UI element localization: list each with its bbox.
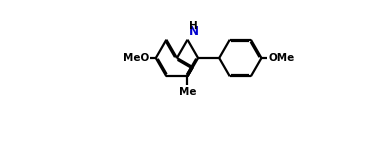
Text: MeO: MeO	[123, 53, 149, 63]
Text: OMe: OMe	[268, 53, 295, 63]
Text: N: N	[189, 25, 199, 38]
Text: H: H	[189, 21, 198, 31]
Text: Me: Me	[179, 87, 196, 97]
